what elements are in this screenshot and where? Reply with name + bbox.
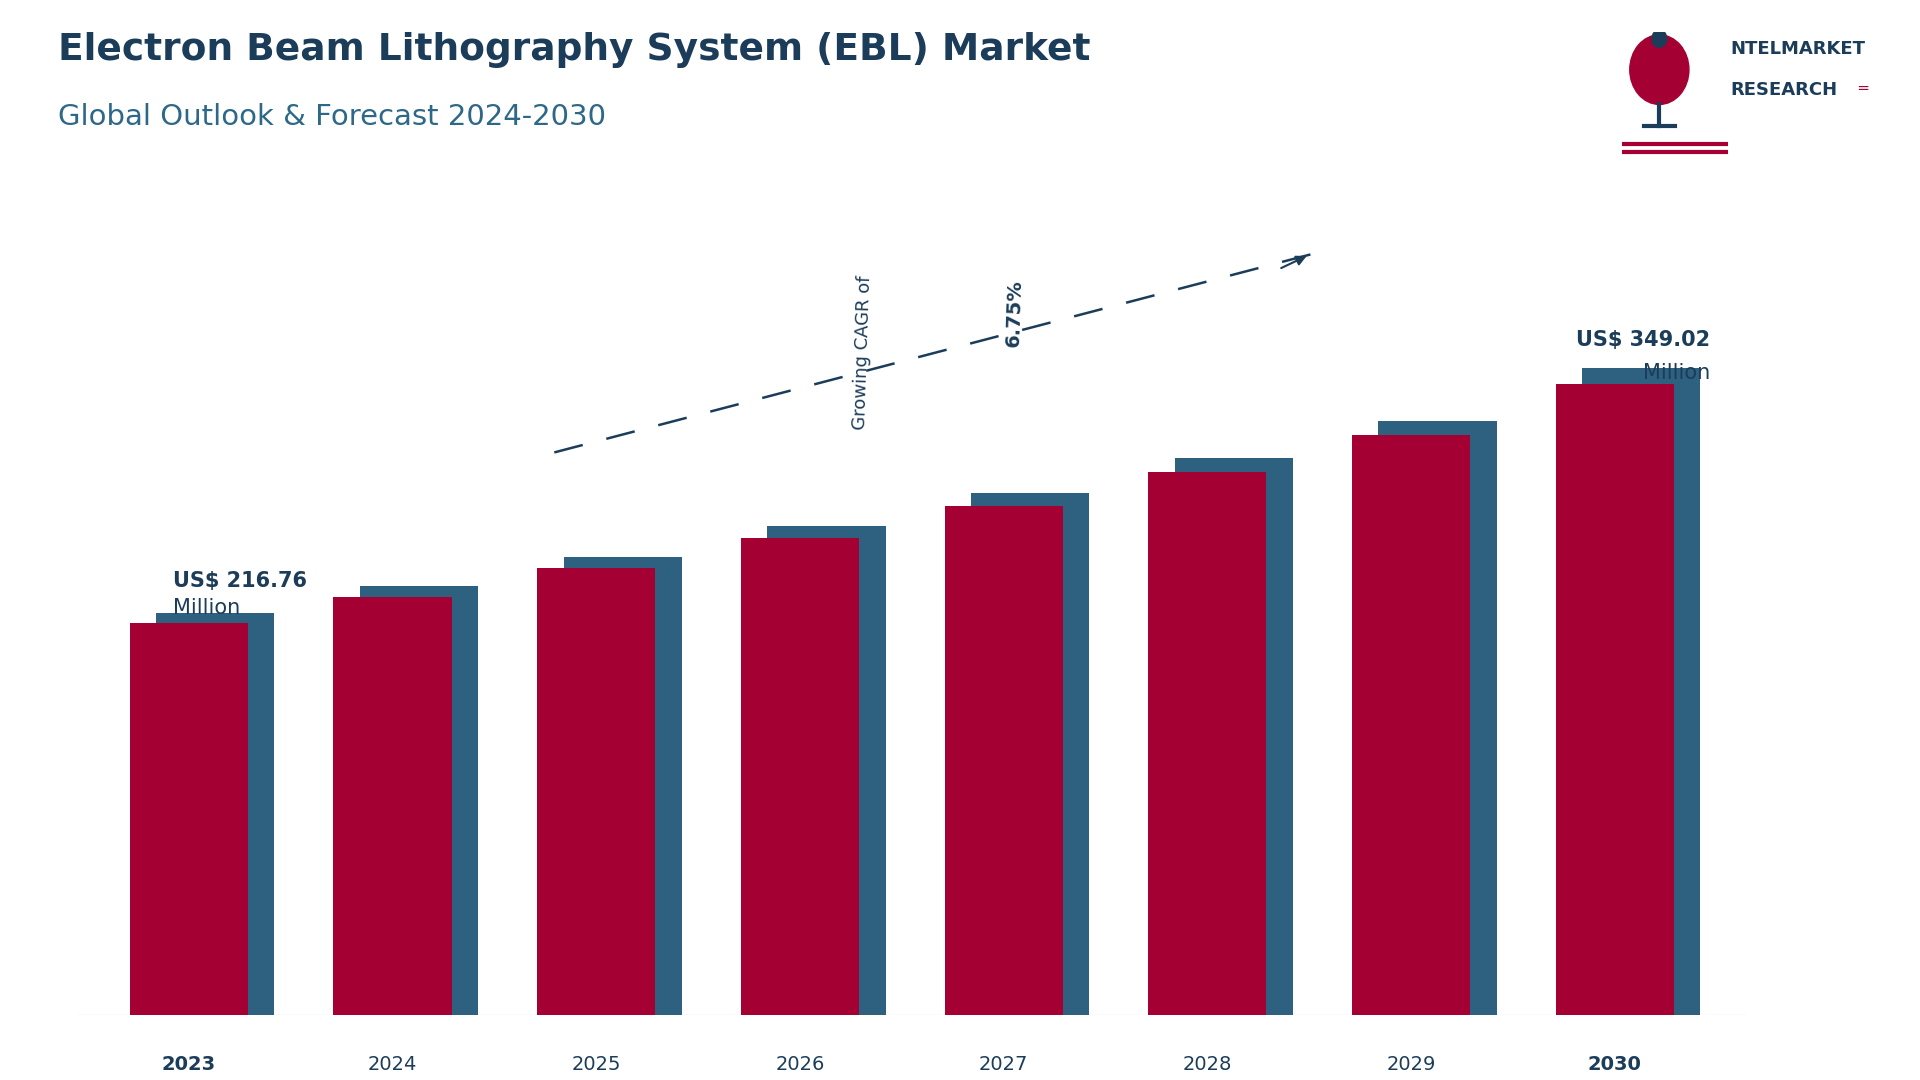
Text: 2024: 2024: [369, 1055, 417, 1074]
Text: 2028: 2028: [1183, 1055, 1233, 1074]
Bar: [538, 568, 655, 1015]
Text: Million: Million: [173, 598, 240, 618]
Bar: [1379, 421, 1498, 1015]
Bar: [972, 494, 1089, 1015]
Text: Million: Million: [1644, 363, 1711, 382]
Text: RESEARCH: RESEARCH: [1730, 81, 1837, 99]
Bar: [945, 507, 1064, 1015]
Bar: [768, 526, 885, 1015]
Text: Electron Beam Lithography System (EBL) Market: Electron Beam Lithography System (EBL) M…: [58, 32, 1091, 68]
Circle shape: [1630, 35, 1690, 105]
Text: US$ 216.76: US$ 216.76: [173, 570, 307, 591]
Bar: [564, 557, 682, 1015]
Bar: [1582, 368, 1701, 1015]
Text: 2026: 2026: [776, 1055, 826, 1074]
Text: ═: ═: [1859, 81, 1868, 96]
Bar: [1175, 458, 1292, 1015]
Text: 2023: 2023: [161, 1055, 215, 1074]
Bar: [131, 623, 248, 1015]
Bar: [1148, 472, 1267, 1015]
Bar: [741, 538, 858, 1015]
Text: Global Outlook & Forecast 2024-2030: Global Outlook & Forecast 2024-2030: [58, 103, 605, 131]
Text: 2030: 2030: [1588, 1055, 1642, 1074]
Text: 2027: 2027: [979, 1055, 1029, 1074]
Text: Growing CAGR of: Growing CAGR of: [851, 269, 874, 430]
Text: 2029: 2029: [1386, 1055, 1436, 1074]
Bar: [1555, 384, 1674, 1015]
Bar: [1352, 435, 1471, 1015]
Bar: [359, 586, 478, 1015]
Text: 2025: 2025: [572, 1055, 620, 1074]
Text: US$ 349.02: US$ 349.02: [1576, 330, 1711, 350]
Bar: [334, 597, 451, 1015]
Text: NTELMARKET: NTELMARKET: [1730, 40, 1864, 58]
Bar: [156, 613, 275, 1015]
Circle shape: [1651, 30, 1667, 48]
Text: 6.75%: 6.75%: [1004, 280, 1025, 348]
